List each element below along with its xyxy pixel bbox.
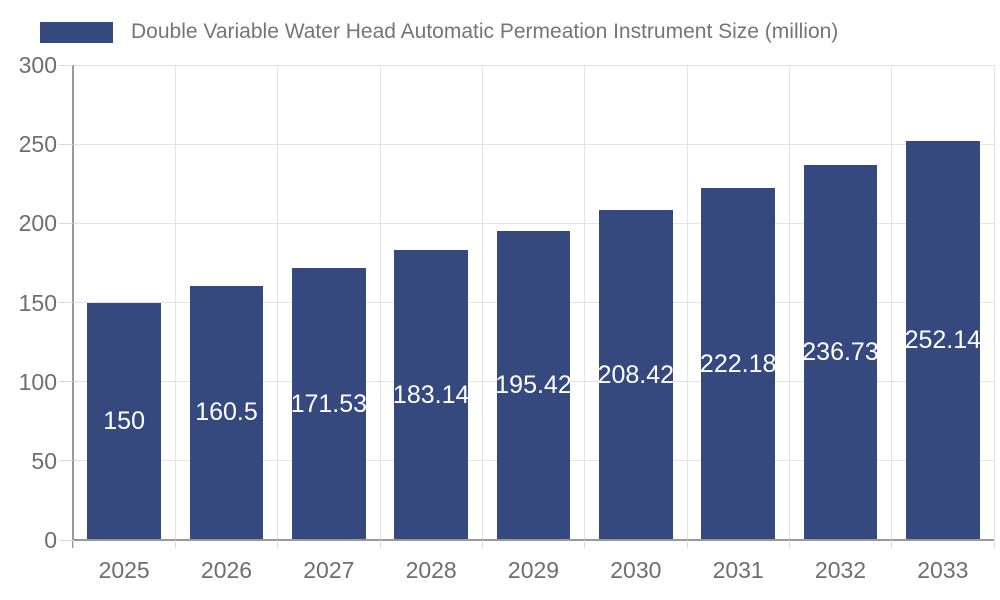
bar-value-label: 252.14 [904,325,982,354]
bar-2026: 160.5 [189,285,264,540]
bar-value-label: 208.42 [597,360,675,389]
gridline-x-4 [481,65,483,540]
bar-value-label: 160.5 [195,398,258,427]
y-tick-label-150: 150 [18,289,57,316]
bar-2033: 252.14 [904,140,982,540]
x-tick-6 [686,540,688,548]
x-tick-label-2032: 2032 [814,557,867,583]
legend[interactable]: Double Variable Water Head Automatic Per… [40,16,838,48]
x-tick-3 [379,540,381,548]
bar-value-label: 222.18 [699,349,777,378]
x-tick-label-2026: 2026 [200,557,253,583]
y-tick-200 [59,222,73,224]
gridline-x-3 [379,65,381,540]
gridline-x-7 [788,65,790,540]
y-tick-label-200: 200 [18,210,57,237]
y-axis-line [72,65,74,548]
x-tick-label-2028: 2028 [405,557,457,583]
bar-2032: 236.73 [802,165,879,540]
bar-value-label: 195.42 [495,370,572,399]
x-tick-8 [891,540,893,548]
x-tick-9 [993,540,995,548]
y-tick-label-0: 0 [44,527,57,553]
y-tick-label-100: 100 [18,368,57,395]
bar-value-label: 150 [103,406,145,435]
x-axis-line [73,539,994,541]
x-tick-label-2033: 2033 [917,557,969,583]
bar-2029: 195.42 [495,230,572,540]
bar-2028: 183.14 [392,250,470,540]
y-tick-250 [59,143,73,145]
bar-value-label: 236.73 [802,338,879,367]
gridline-y-300 [73,64,994,66]
x-tick-7 [788,540,790,548]
y-tick-300 [59,64,73,66]
gridline-x-2 [277,65,279,540]
gridline-x-5 [584,65,586,540]
x-tick-0 [72,540,74,548]
y-tick-label-250: 250 [18,131,57,158]
x-tick-5 [584,540,586,548]
y-tick-150 [59,302,73,303]
x-tick-label-2027: 2027 [303,557,355,583]
bar-2030: 208.42 [597,210,675,540]
gridline-x-9 [993,65,995,540]
gridline-x-6 [686,65,688,540]
y-tick-50 [59,460,73,462]
legend-swatch [40,21,113,43]
bar-2031: 222.18 [699,188,777,540]
legend-label: Double Variable Water Head Automatic Per… [131,20,839,43]
x-tick-label-2030: 2030 [610,557,662,583]
x-tick-label-2029: 2029 [507,557,560,583]
x-tick-1 [174,540,176,548]
gridline-y-200 [73,222,994,224]
y-tick-label-50: 50 [31,447,57,474]
gridline-y-250 [73,143,994,145]
x-tick-4 [481,540,483,548]
y-tick-0 [59,539,73,541]
x-tick-label-2031: 2031 [712,557,764,583]
gridline-x-8 [891,65,893,540]
y-tick-100 [59,381,73,383]
x-tick-label-2025: 2025 [98,557,150,583]
bar-2025: 150 [87,302,161,540]
bar-value-label: 171.53 [290,389,368,418]
plot-area: 150 160.5 171.53 183.14 195.42 208.42 222.18 23… [72,64,995,548]
bar-2027: 171.53 [290,268,368,540]
y-tick-label-300: 300 [18,52,57,78]
x-tick-2 [277,540,279,548]
gridline-x-1 [174,65,176,540]
bar-value-label: 183.14 [392,380,470,409]
